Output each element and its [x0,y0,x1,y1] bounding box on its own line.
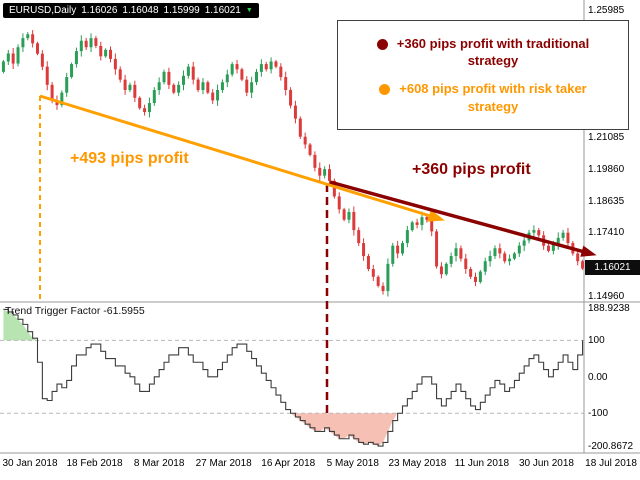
time-axis-label[interactable]: 5 May 2018 [326,458,379,469]
price-low: 1.15999 [163,5,200,16]
time-axis-label[interactable]: 18 Feb 2018 [66,458,123,469]
legend-label-risk-taker: +608 pips profit with risk taker strateg… [399,80,587,114]
legend-item-risk-taker: +608 pips profit with risk taker strateg… [348,80,618,115]
time-axis-label[interactable]: 11 Jun 2018 [454,458,510,469]
legend-item-traditional: +360 pips profit with traditional strate… [348,35,618,70]
price-axis-label: 1.21085 [588,132,625,144]
orange-profit-annotation: +493 pips profit [70,150,189,167]
time-axis-label[interactable]: 30 Jan 2018 [2,458,58,469]
indicator-axis-label: -200.8672 [588,441,634,452]
chevron-down-icon[interactable]: ▼ [245,7,253,14]
time-axis-label[interactable]: 8 Mar 2018 [133,458,185,469]
indicator-axis-label: -100 [588,408,609,420]
time-axis-label[interactable]: 27 Mar 2018 [195,458,252,469]
indicator-name-label: Trend Trigger Factor -61.5955 [5,305,145,317]
indicator-axis-label: 188.9238 [588,303,630,314]
indicator-axis-label: 0.00 [588,371,608,383]
price-axis-label: 1.18635 [588,195,625,207]
price-open: 1.16026 [81,5,118,16]
price-axis-label: 1.14960 [588,291,625,302]
price-axis-label: 1.17410 [588,227,625,239]
price-high: 1.16048 [122,5,159,16]
price-axis-label: 1.19860 [588,163,625,175]
time-axis-label[interactable]: 18 Jul 2018 [585,458,637,469]
current-price-badge: 1.16021 [585,260,640,275]
bullet-icon [376,38,388,50]
time-axis-label[interactable]: 16 Apr 2018 [261,458,316,469]
price-axis-label: 1.25985 [588,5,625,16]
time-axis-label[interactable]: 30 Jun 2018 [518,458,574,469]
strategy-legend: +360 pips profit with traditional strate… [337,20,629,130]
maroon-profit-annotation: +360 pips profit [412,161,531,178]
symbol-name: EURUSD,Daily [9,5,77,16]
time-axis-label[interactable]: 23 May 2018 [388,458,447,469]
indicator-axis-label: 100 [588,335,605,347]
bullet-icon [379,83,391,95]
symbol-info-bar[interactable]: EURUSD,Daily 1.16026 1.16048 1.15999 1.1… [3,3,259,18]
price-close: 1.16021 [204,5,241,16]
legend-label-traditional: +360 pips profit with traditional strate… [396,35,590,69]
